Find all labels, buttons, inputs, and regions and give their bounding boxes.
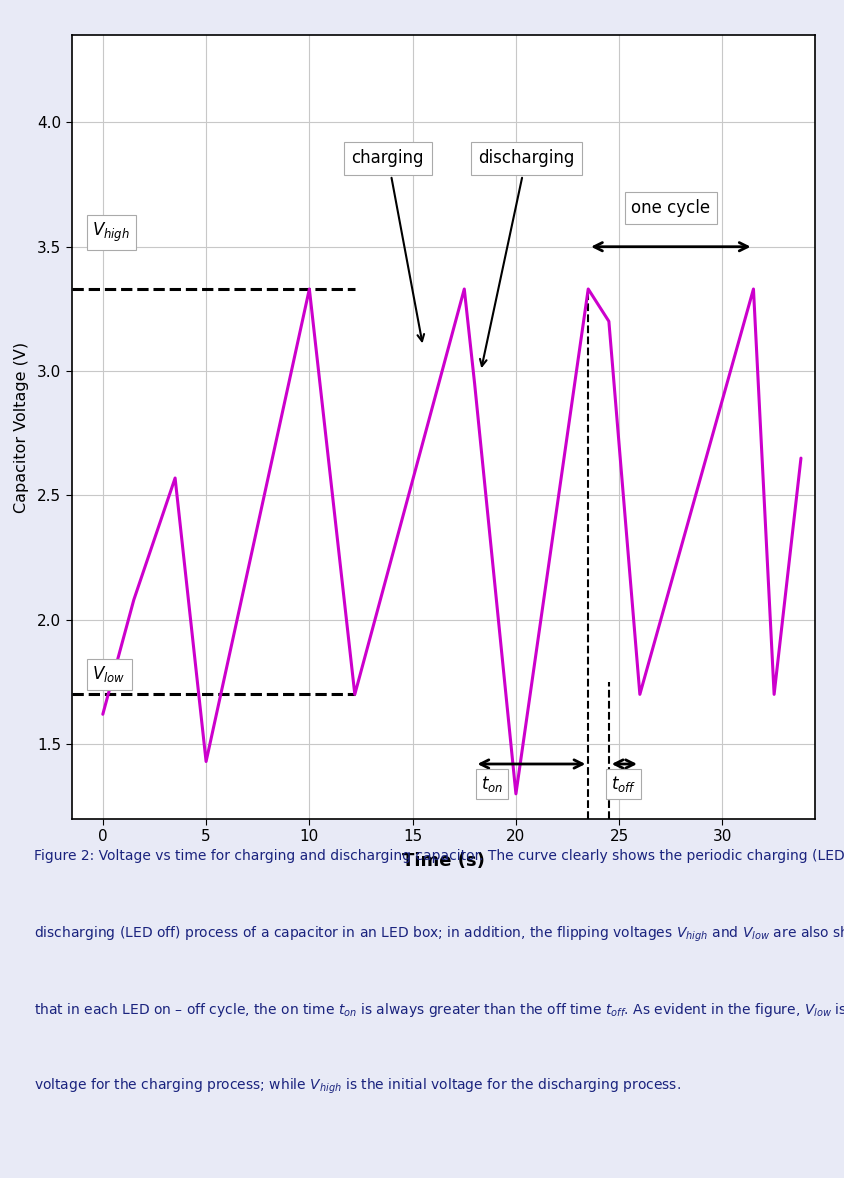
Text: discharging: discharging	[478, 150, 574, 366]
Text: that in each LED on – off cycle, the on time $t_{on}$ is always greater than the: that in each LED on – off cycle, the on …	[34, 1001, 844, 1019]
Text: discharging (LED off) process of a capacitor in an LED box; in addition, the fli: discharging (LED off) process of a capac…	[34, 925, 844, 945]
Text: charging: charging	[351, 150, 424, 342]
Text: Figure 2: Voltage vs time for charging and discharging capacitor. The curve clea: Figure 2: Voltage vs time for charging a…	[34, 848, 844, 862]
Text: voltage for the charging process; while $V_{high}$ is the initial voltage for th: voltage for the charging process; while …	[34, 1077, 680, 1097]
Text: one cycle: one cycle	[630, 199, 710, 217]
X-axis label: Time (s): Time (s)	[402, 853, 484, 871]
Y-axis label: Capacitor Voltage (V): Capacitor Voltage (V)	[14, 342, 29, 512]
Text: $t_{on}$: $t_{on}$	[480, 774, 502, 794]
Text: $t_{off}$: $t_{off}$	[610, 774, 636, 794]
Text: $V_{low}$: $V_{low}$	[92, 664, 126, 684]
Text: $V_{high}$: $V_{high}$	[92, 221, 130, 244]
